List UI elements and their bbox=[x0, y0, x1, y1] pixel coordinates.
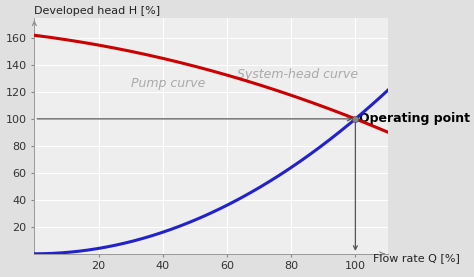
Text: Operating point: Operating point bbox=[359, 112, 470, 125]
Text: Pump curve: Pump curve bbox=[131, 77, 205, 90]
Text: Developed head H [%]: Developed head H [%] bbox=[34, 6, 160, 16]
Text: Flow rate Q [%]: Flow rate Q [%] bbox=[373, 253, 460, 263]
Text: System-head curve: System-head curve bbox=[237, 68, 358, 81]
